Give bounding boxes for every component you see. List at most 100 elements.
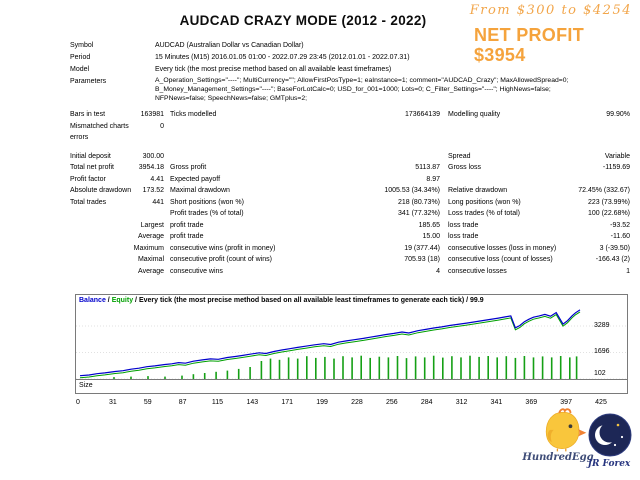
y-axis-label: 3289 <box>594 321 610 329</box>
x-axis-label: 31 <box>108 399 117 406</box>
table-cell: Gross profit <box>170 164 207 171</box>
table-cell: Maximal <box>137 256 164 263</box>
table-cell: Long positions (won %) <box>448 198 521 206</box>
x-axis-label: 171 <box>281 399 294 406</box>
table-cell: 3 (-39.50) <box>599 244 630 252</box>
row-value: AUDCAD (Australian Dollar vs Canadian Do… <box>155 42 304 49</box>
table-row: Profit trades (% of total) 341 (77.32%) Lo… <box>70 208 630 220</box>
net-profit-value: $3954 <box>474 45 526 65</box>
table-cell: 3954.18 <box>138 164 164 171</box>
stats-report: Symbol AUDCAD (Australian Dollar vs Cana… <box>66 40 630 278</box>
chick-crest <box>558 408 572 414</box>
size-pane: Size <box>76 379 627 393</box>
table-cell: 163981 <box>140 111 164 118</box>
row-label: Period <box>70 54 91 61</box>
table-row: Profit factor 4.41 Expected payoff 8.97 <box>70 174 630 186</box>
size-pane-label: Size <box>79 382 93 389</box>
table-cell: 173.52 <box>142 187 164 194</box>
balance-chart: Balance / Equity / Every tick (the most … <box>75 294 628 394</box>
table-cell: 4.41 <box>150 175 164 183</box>
table-cell: Largest <box>140 221 164 229</box>
balance-plot <box>76 309 627 379</box>
star-icon <box>613 443 617 447</box>
table-row: Period 15 Minutes (M15) 2016.01.05 01:00… <box>70 52 630 64</box>
row-value: 15 Minutes (M15) 2016.01.05 01:00 - 2022… <box>155 54 410 61</box>
table-row: Maximal consecutive profit (count of wins… <box>70 254 630 266</box>
x-axis-label: 397 <box>560 399 572 406</box>
table-cell: 341 (77.32%) <box>397 210 440 217</box>
x-axis-label: 425 <box>595 399 607 406</box>
table-row: Average consecutive wins 4 consecutive loss… <box>70 266 630 278</box>
row-label: Model <box>70 66 90 73</box>
star-icon <box>616 423 620 427</box>
table-row: Bars in test 163981 Ticks modelled 17366413… <box>70 109 630 121</box>
table-cell: consecutive wins (profit in money) <box>170 244 276 252</box>
net-profit-label: NET PROFIT <box>474 25 584 45</box>
chick-beak <box>577 429 587 437</box>
star-icon <box>620 435 624 439</box>
table-cell: 5113.87 <box>415 164 440 171</box>
table-cell: profit trade <box>170 221 204 229</box>
x-axis-label: 341 <box>490 399 503 406</box>
x-axis-ticks: 0 31 59 87 115 143 171 199 228 256 284 312 341 369 397… <box>75 399 628 409</box>
table-cell: profit trade <box>170 233 204 240</box>
table-cell: Ticks modelled <box>170 111 217 118</box>
table-cell: Average <box>138 267 164 275</box>
table-cell: Profit trades (% of total) <box>170 210 244 217</box>
table-row: Total trades 441 Short positions (won %) 21… <box>70 197 630 209</box>
y-axis-label: 102 <box>594 370 606 377</box>
table-cell: 72.45% (332.67) <box>578 187 630 194</box>
table-row: Largest profit trade 185.65 loss trade -93.5… <box>70 220 630 232</box>
jrforex-wordmark: JR Forex <box>587 459 631 469</box>
table-cell: 99.90% <box>606 111 630 118</box>
table-row: Maximum consecutive wins (profit in money… <box>70 243 630 255</box>
parameters-line: A_Operation_Settings="----"; MultiCurren… <box>155 77 569 84</box>
x-axis-label: 284 <box>420 399 433 406</box>
legend-separator: / <box>105 297 112 304</box>
table-cell: Short positions (won %) <box>170 198 244 206</box>
legend-separator: / <box>464 297 471 304</box>
x-axis-label: 87 <box>178 399 187 406</box>
table-cell: Bars in test <box>70 111 106 118</box>
table-row: Initial deposit 300.00 Spread Variable <box>66 151 630 163</box>
table-cell: Expected payoff <box>170 175 221 183</box>
table-cell: consecutive losses <box>448 267 507 275</box>
x-axis-label: 0 <box>76 399 80 406</box>
legend-method: Every tick (the most precise method base… <box>138 297 465 304</box>
x-axis-label: 256 <box>385 399 398 406</box>
table-cell: 100 (22.68%) <box>587 210 630 217</box>
table-cell: 0 <box>160 122 164 130</box>
jrforex-logo <box>588 413 632 457</box>
moon-shadow <box>599 422 620 443</box>
table-cell: loss trade <box>448 221 479 229</box>
table-cell: Maximum <box>133 244 164 252</box>
hundredegg-logo <box>545 408 587 452</box>
x-axis-label: 143 <box>246 399 259 406</box>
table-cell: consecutive profit (count of wins) <box>170 256 272 263</box>
table-cell: Total net profit <box>70 164 114 171</box>
x-axis-label: 59 <box>143 399 152 406</box>
table-cell: -93.52 <box>610 221 630 229</box>
table-cell: Variable <box>604 152 630 160</box>
legend-quality: 99.9 <box>470 297 484 304</box>
table-cell: Average <box>138 233 164 240</box>
table-row: Parameters A_Operation_Settings="----"; … <box>70 76 630 103</box>
table-cell: consecutive loss (count of losses) <box>448 256 553 263</box>
y-axis-label: 1696 <box>594 348 610 356</box>
table-cell: 218 (80.73%) <box>397 198 440 206</box>
legend-separator: / <box>133 297 139 304</box>
table-cell: 173664139 <box>404 111 440 118</box>
hundredegg-wordmark: HundredEgg <box>522 452 594 463</box>
table-cell: 300.00 <box>142 152 164 160</box>
table-cell: 15.00 <box>422 233 440 240</box>
chart-legend: Balance / Equity / Every tick (the most … <box>76 295 627 307</box>
table-cell: 8.97 <box>426 175 440 183</box>
table-cell: Spread <box>448 152 471 160</box>
table-cell: 19 (377.44) <box>404 244 440 252</box>
table-cell: 441 <box>152 198 164 206</box>
table-cell: 223 (73.99%) <box>587 198 630 206</box>
table-cell: 4 <box>436 267 440 275</box>
net-profit-callout: NET PROFIT $3954 <box>474 25 584 65</box>
table-cell: Total trades <box>70 198 107 206</box>
